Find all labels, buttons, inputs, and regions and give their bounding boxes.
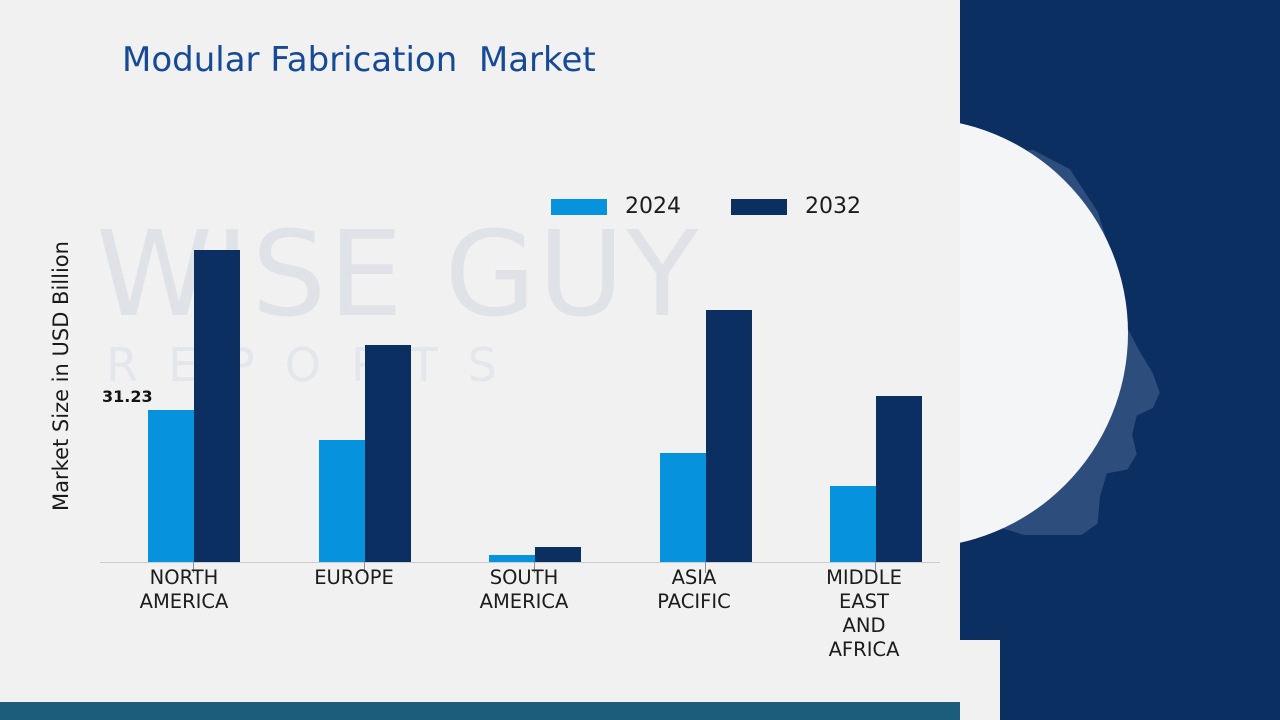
x-axis-category-label: MIDDLE EAST AND AFRICA <box>774 566 954 662</box>
legend-item-2032[interactable]: 2032 <box>731 194 861 219</box>
decorative-wedge <box>960 640 1000 720</box>
chart-legend: 2024 2032 <box>551 194 861 219</box>
category-label-line: NORTH <box>149 566 219 589</box>
bars-container: 31.23 <box>100 150 940 573</box>
bar-2032-north-america[interactable] <box>194 250 240 562</box>
bar-2032-middle-east-and-africa[interactable] <box>876 396 922 562</box>
x-axis-category-label: EUROPE <box>264 566 444 590</box>
bar-group <box>489 150 581 573</box>
category-label-line: EUROPE <box>314 566 394 589</box>
x-axis-tick <box>705 562 706 573</box>
y-axis-label-text: Market Size in USD Billion <box>49 241 74 511</box>
category-label-line: AMERICA <box>479 590 569 613</box>
bar-2032-europe[interactable] <box>365 344 411 562</box>
category-label-line: AMERICA <box>139 590 229 613</box>
legend-item-2024[interactable]: 2024 <box>551 194 681 219</box>
x-axis-baseline <box>100 562 940 563</box>
bar-group <box>319 150 411 573</box>
bar-group <box>830 150 922 573</box>
legend-swatch-2032 <box>731 198 787 215</box>
x-axis-tick <box>364 562 365 573</box>
bar-group <box>660 150 752 573</box>
category-label-line: PACIFIC <box>657 590 731 613</box>
x-axis-category-label: NORTH AMERICA <box>94 566 274 614</box>
category-label-line: AND <box>842 614 886 637</box>
bar-2032-south-america[interactable] <box>535 546 581 562</box>
bar-2024-middle-east-and-africa[interactable] <box>830 486 876 562</box>
x-axis-tick <box>193 562 194 573</box>
x-axis-tick <box>875 562 876 573</box>
y-axis-label: Market Size in USD Billion <box>46 192 76 560</box>
legend-label-2032: 2032 <box>805 194 861 219</box>
bar-2032-asia-pacific[interactable] <box>706 309 752 562</box>
category-label-line: MIDDLE <box>826 566 902 589</box>
legend-label-2024: 2024 <box>625 194 681 219</box>
category-label-line: AFRICA <box>828 638 900 661</box>
legend-swatch-2024 <box>551 198 607 215</box>
bar-value-label: 31.23 <box>102 387 153 406</box>
bar-group: 31.23 <box>102 150 240 573</box>
bar-2024-south-america[interactable] <box>489 555 535 562</box>
category-label-line: ASIA <box>671 566 717 589</box>
bar-2024-north-america[interactable]: 31.23 <box>102 387 194 562</box>
footer-strip <box>0 702 960 720</box>
x-axis-category-label: ASIA PACIFIC <box>604 566 784 614</box>
page-title: Modular Fabrication Market <box>122 40 596 80</box>
x-axis-tick <box>534 562 535 573</box>
chart-plot-area: Modular Fabrication Market Market Size i… <box>46 40 954 662</box>
brand-panel: WISE GUY REPORTS <box>960 0 1280 720</box>
category-label-line: EAST <box>839 590 889 613</box>
category-label-line: SOUTH <box>489 566 559 589</box>
bar-2024-europe[interactable] <box>319 439 365 562</box>
x-axis-category-label: SOUTH AMERICA <box>434 566 614 614</box>
bar-2024-asia-pacific[interactable] <box>660 452 706 562</box>
